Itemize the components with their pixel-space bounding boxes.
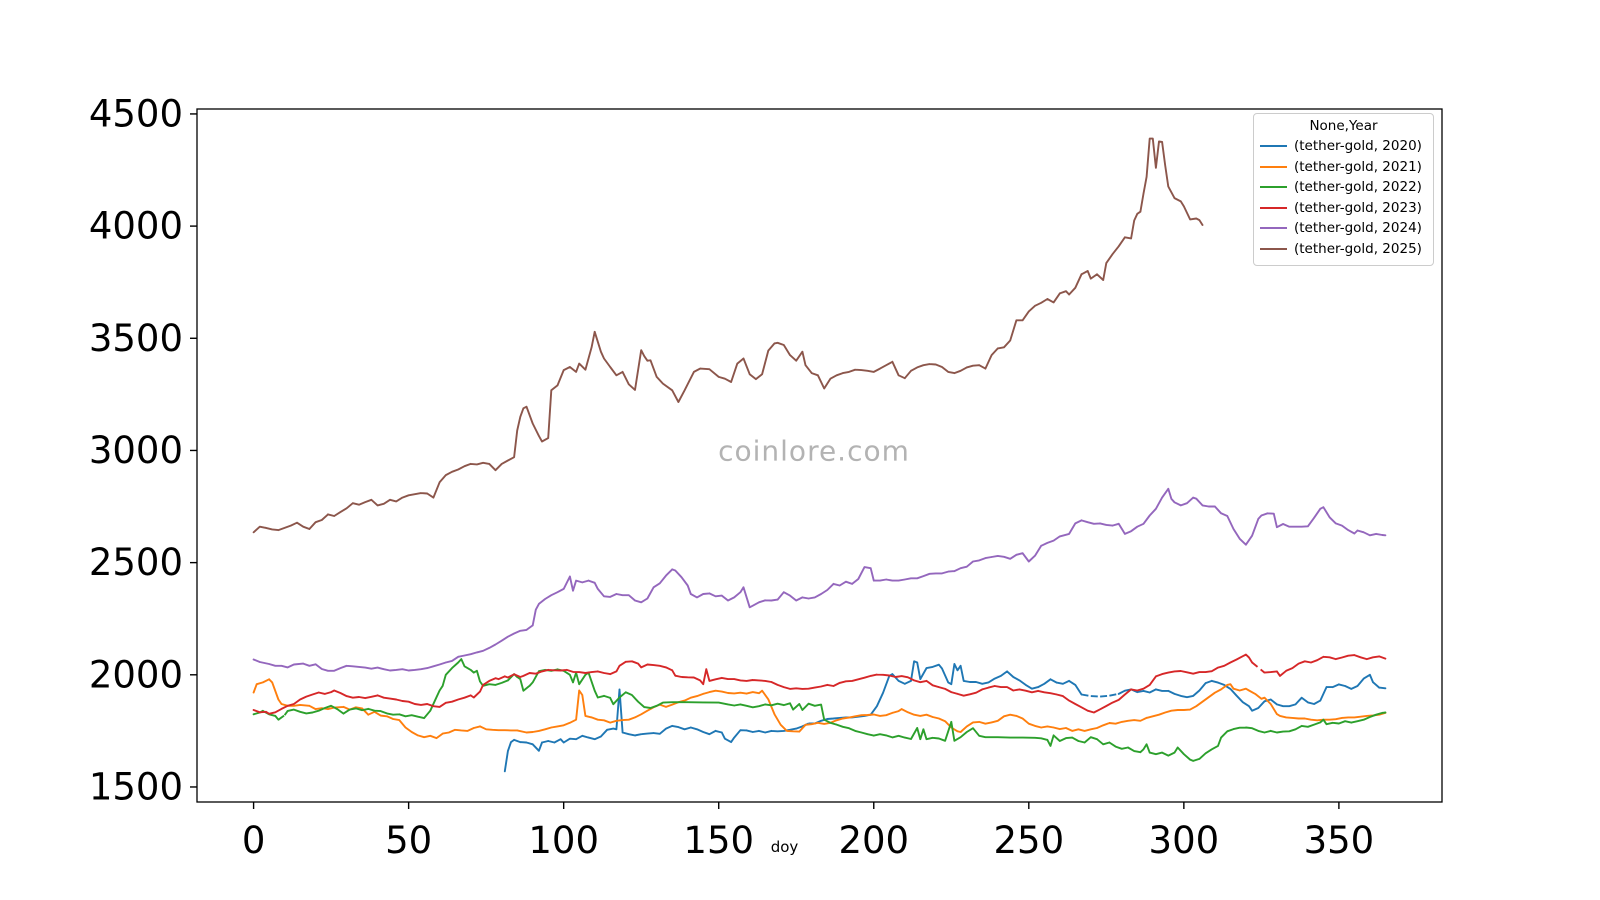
x-tick-label: 300 bbox=[1149, 819, 1220, 862]
x-axis-label: doy bbox=[771, 838, 799, 856]
legend-label: (tether-gold, 2025) bbox=[1294, 240, 1422, 257]
legend-item: (tether-gold, 2025) bbox=[1260, 239, 1427, 260]
legend-label: (tether-gold, 2021) bbox=[1294, 158, 1422, 175]
series-line-2025 bbox=[252, 137, 1204, 534]
legend: None,Year (tether-gold, 2020) (tether-gol… bbox=[1253, 113, 1434, 266]
series-line-2023 bbox=[252, 653, 1387, 715]
series-line-dashed-2022 bbox=[277, 679, 658, 721]
legend-line-swatch bbox=[1260, 186, 1287, 189]
x-tick-label: 250 bbox=[993, 819, 1064, 862]
y-tick-label: 4000 bbox=[89, 205, 183, 248]
y-tick-label: 3500 bbox=[89, 317, 183, 360]
legend-label: (tether-gold, 2020) bbox=[1294, 138, 1422, 155]
legend-label: (tether-gold, 2024) bbox=[1294, 220, 1422, 237]
y-tick-label: 2500 bbox=[89, 541, 183, 584]
y-tick-label: 1500 bbox=[89, 765, 183, 808]
legend-item: (tether-gold, 2020) bbox=[1260, 136, 1427, 157]
legend-item: (tether-gold, 2023) bbox=[1260, 198, 1427, 219]
x-tick-label: 0 bbox=[242, 819, 266, 862]
legend-line-swatch bbox=[1260, 165, 1287, 168]
y-tick-label: 2000 bbox=[89, 653, 183, 696]
watermark: coinlore.com bbox=[718, 434, 910, 468]
legend-item: (tether-gold, 2024) bbox=[1260, 218, 1427, 239]
x-tick-label: 350 bbox=[1304, 819, 1375, 862]
legend-line-swatch bbox=[1260, 227, 1287, 230]
legend-item: (tether-gold, 2022) bbox=[1260, 177, 1427, 198]
x-tick-label: 100 bbox=[528, 819, 599, 862]
legend-line-swatch bbox=[1260, 145, 1287, 148]
x-tick-label: 200 bbox=[838, 819, 909, 862]
legend-line-swatch bbox=[1260, 247, 1287, 250]
y-tick-label: 3000 bbox=[89, 429, 183, 472]
legend-label: (tether-gold, 2022) bbox=[1294, 179, 1422, 196]
series-line-dashed-2023 bbox=[675, 661, 1266, 679]
axes-frame bbox=[196, 108, 1443, 803]
legend-title: None,Year bbox=[1309, 118, 1378, 134]
legend-line-swatch bbox=[1260, 206, 1287, 209]
series-line-2022 bbox=[252, 658, 1387, 762]
series-line-2024 bbox=[252, 487, 1387, 672]
x-tick-label: 150 bbox=[683, 819, 754, 862]
y-tick-label: 4500 bbox=[89, 92, 183, 135]
series-line-2021 bbox=[252, 678, 1387, 740]
legend-item: (tether-gold, 2021) bbox=[1260, 157, 1427, 178]
x-tick-label: 50 bbox=[385, 819, 432, 862]
legend-label: (tether-gold, 2023) bbox=[1294, 199, 1422, 216]
